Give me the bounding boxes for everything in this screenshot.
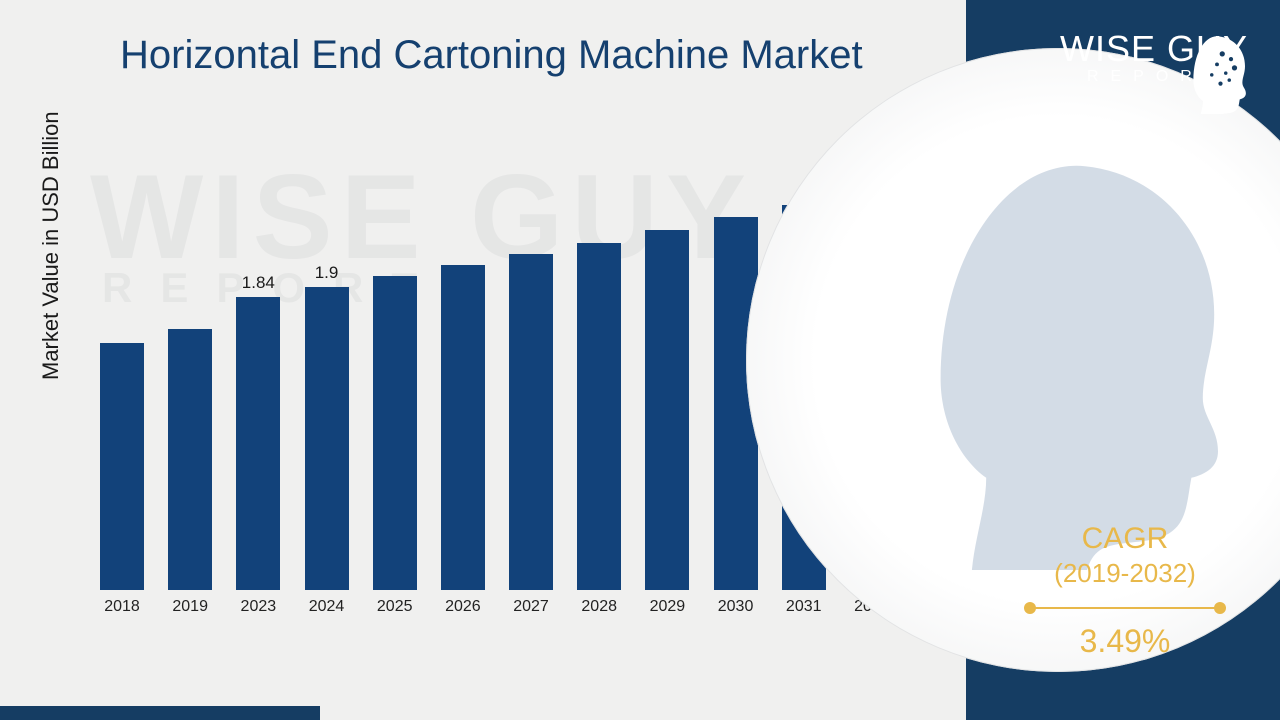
bar-slot (365, 276, 425, 590)
x-tick-label: 2025 (365, 592, 425, 616)
x-tick-label: 2018 (92, 592, 152, 616)
bar (645, 230, 689, 590)
cagr-value: 3.49% (1010, 623, 1240, 660)
cagr-divider (1030, 607, 1220, 609)
bar-slot (501, 254, 561, 590)
x-tick-label: 2031 (774, 592, 834, 616)
bar (100, 343, 144, 590)
bar-slot (92, 343, 152, 590)
bar-slot: 1.9 (297, 287, 357, 590)
bar (305, 287, 349, 590)
bar (236, 297, 280, 590)
bar (373, 276, 417, 590)
cagr-block: CAGR (2019-2032) 3.49% (1010, 522, 1240, 660)
y-axis-label: Market Value in USD Billion (38, 111, 64, 380)
x-tick-label: 2029 (637, 592, 697, 616)
x-tick-label: 2030 (706, 592, 766, 616)
bar (441, 265, 485, 590)
x-tick-label: 2019 (160, 592, 220, 616)
cagr-label: CAGR (1010, 522, 1240, 556)
logo-head-icon (1182, 34, 1252, 114)
brand-logo: WISE GUY REPORTS (1060, 28, 1248, 86)
bar-slot (433, 265, 493, 590)
side-panel: WISE GUY REPORTS CAGR (2019-2032) 3.49% (966, 0, 1280, 720)
x-tick-label: 2028 (569, 592, 629, 616)
chart-title: Horizontal End Cartoning Machine Market (120, 32, 863, 78)
bar-slot (569, 243, 629, 590)
x-tick-label: 2023 (228, 592, 288, 616)
x-axis: 2018 2019 2023 2024 2025 2026 2027 2028 2029 2030… (92, 592, 902, 616)
bar-slot (160, 329, 220, 590)
footer-accent-bar (0, 706, 320, 720)
bar-slot (637, 230, 697, 590)
x-tick-label: 2027 (501, 592, 561, 616)
cagr-range: (2019-2032) (1010, 558, 1240, 589)
bar-value-label: 1.9 (315, 263, 339, 283)
x-tick-label: 2026 (433, 592, 493, 616)
x-tick-label: 2024 (297, 592, 357, 616)
bar (577, 243, 621, 590)
bar (168, 329, 212, 590)
bar-slot: 1.84 (228, 297, 288, 590)
bar-value-label: 1.84 (242, 273, 275, 293)
bar (509, 254, 553, 590)
